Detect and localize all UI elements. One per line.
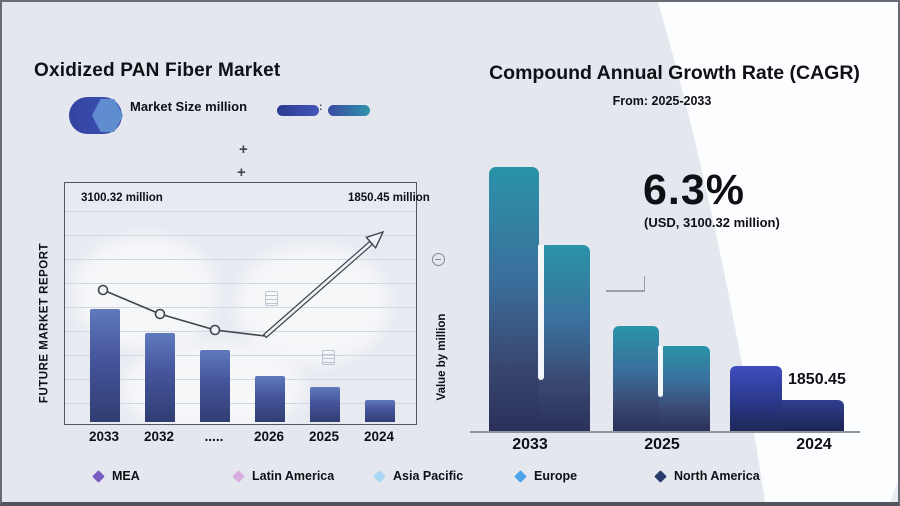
legend-label-north-america: North America <box>674 469 760 483</box>
left-bar-2026 <box>255 376 285 422</box>
legend-label-latin-america: Latin America <box>252 469 335 483</box>
trend-line <box>102 289 266 337</box>
left-bar-2025 <box>310 387 340 422</box>
plus-icon: + <box>239 141 248 158</box>
growth-arrow-head <box>365 230 385 250</box>
cagr-title: Compound Annual Growth Rate (CAGR) <box>489 62 860 84</box>
left-chart-x-axis: 2033 2032 ..... 2026 2025 2024 <box>64 429 417 445</box>
chart-max-value-label: 3100.32 million <box>81 192 163 204</box>
left-bar-2024 <box>365 400 395 422</box>
left-chart-side-caption: FUTURE MARKET REPORT <box>38 242 51 404</box>
legend-label-europe: Europe <box>534 469 578 483</box>
right-bar-2024-short <box>782 400 844 432</box>
step-bracket <box>606 290 645 292</box>
right-bar-2025-tall <box>613 326 659 432</box>
market-size-chart: 3100.32 million 1850.45 million <box>64 182 430 425</box>
left-bar-2032 <box>145 333 175 422</box>
cagr-value: 6.3% <box>643 166 746 214</box>
trend-marker <box>209 324 221 336</box>
market-size-icon <box>69 97 123 134</box>
chart-min-value-label: 1850.45 million <box>348 192 430 204</box>
document-watermark-icon <box>322 350 335 365</box>
x-label: 2033 <box>88 429 120 444</box>
clock-icon <box>432 253 445 266</box>
ratio-separator: : <box>319 102 323 113</box>
x-label: 2024 <box>796 436 832 453</box>
growth-arrow-shaft <box>262 240 374 339</box>
bar-gap <box>658 346 663 397</box>
page-title: Oxidized PAN Fiber Market <box>34 60 281 81</box>
x-label: 2033 <box>512 436 548 453</box>
x-label: 2025 <box>644 436 680 453</box>
right-chart-axis-line <box>470 431 860 433</box>
cagr-subtitle: From: 2025-2033 <box>612 94 712 108</box>
market-size-legend-label: Market Size million <box>130 99 248 114</box>
legend-label-mea: MEA <box>112 469 140 483</box>
x-label: 2032 <box>143 429 175 444</box>
legend-label-asia-pacific: Asia Pacific <box>393 469 464 483</box>
right-chart-y-axis-caption: Value by million <box>436 313 448 401</box>
trend-marker <box>97 284 109 296</box>
x-label: ..... <box>204 429 224 444</box>
bar-gap <box>538 245 544 380</box>
ratio-pill-dark-icon <box>277 105 319 116</box>
right-bar-2033-short <box>539 245 590 432</box>
step-bracket <box>643 276 645 291</box>
right-bar-2033-tall <box>489 167 539 432</box>
right-bar-2025-short <box>659 346 710 432</box>
document-watermark-icon <box>265 291 278 306</box>
trend-marker <box>154 308 166 320</box>
chart-gridlines <box>65 211 416 406</box>
bar-value-annotation: 1850.45 <box>788 371 846 388</box>
right-bar-2024-tall <box>730 366 782 432</box>
left-bar-intermediate <box>200 350 230 422</box>
x-label: 2026 <box>253 429 285 444</box>
plus-icon: + <box>237 164 246 181</box>
trend-overlay <box>97 230 385 339</box>
ratio-pill-teal-icon <box>328 105 370 116</box>
cagr-note: (USD, 3100.32 million) <box>644 215 780 230</box>
left-bar-2033 <box>90 309 120 422</box>
x-label: 2024 <box>363 429 395 444</box>
x-label: 2025 <box>308 429 340 444</box>
